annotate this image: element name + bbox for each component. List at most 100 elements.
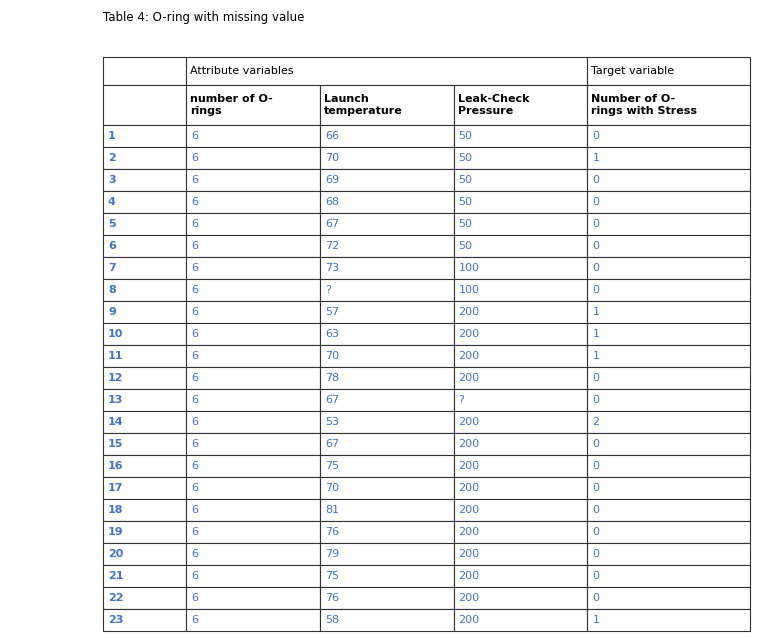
Text: 0: 0 [592,527,600,537]
Bar [453,587,588,609]
Bar [320,257,453,279]
Bar [186,543,320,565]
Text: 0: 0 [592,461,600,471]
Bar [186,477,320,499]
Text: 18: 18 [108,505,123,515]
Bar [186,169,320,191]
Bar [186,455,320,477]
Bar [588,301,750,323]
Bar [453,477,588,499]
Bar [103,477,186,499]
Text: Table 4: O-ring with missing value: Table 4: O-ring with missing value [103,11,304,24]
Text: 14: 14 [108,417,123,427]
Text: 8: 8 [108,285,116,295]
Text: 67: 67 [325,219,339,229]
Bar [453,455,588,477]
Bar [186,235,320,257]
Bar [103,565,186,587]
Bar [103,433,186,455]
Text: 200: 200 [459,483,480,493]
Bar [588,213,750,235]
Bar [103,257,186,279]
Text: 6: 6 [191,439,198,449]
Bar [103,235,186,257]
Bar [186,147,320,169]
Text: 200: 200 [459,329,480,339]
Text: 6: 6 [191,197,198,207]
Text: 10: 10 [108,329,123,339]
Text: 50: 50 [459,219,472,229]
Bar [186,433,320,455]
Bar [453,301,588,323]
Text: ?: ? [459,395,465,405]
Text: 6: 6 [191,549,198,559]
Bar [103,389,186,411]
Text: 81: 81 [325,505,339,515]
Bar [186,85,320,125]
Text: 0: 0 [592,219,600,229]
Bar [320,301,453,323]
Bar [186,389,320,411]
Text: 75: 75 [325,571,339,581]
Text: 0: 0 [592,241,600,251]
Bar [320,433,453,455]
Text: 15: 15 [108,439,123,449]
Text: 70: 70 [325,351,339,361]
Bar [320,345,453,367]
Text: 1: 1 [592,153,600,163]
Text: 6: 6 [191,307,198,317]
Text: 1: 1 [592,351,600,361]
Text: Attribute variables: Attribute variables [190,66,294,76]
Text: 72: 72 [325,241,339,251]
Bar [186,125,320,147]
Text: 20: 20 [108,549,123,559]
Bar [453,345,588,367]
Text: 200: 200 [459,505,480,515]
Text: 57: 57 [325,307,339,317]
Text: 1: 1 [592,329,600,339]
Bar [453,609,588,631]
Text: 7: 7 [108,263,116,273]
Bar [320,521,453,543]
Bar [453,433,588,455]
Bar [588,499,750,521]
Text: Leak-Check
Pressure: Leak-Check Pressure [458,94,529,116]
Bar [453,543,588,565]
Bar [453,279,588,301]
Text: 200: 200 [459,549,480,559]
Text: 17: 17 [108,483,123,493]
Bar [320,323,453,345]
Text: 50: 50 [459,175,472,185]
Bar [453,323,588,345]
Text: 50: 50 [459,241,472,251]
Bar [103,521,186,543]
Text: 6: 6 [191,219,198,229]
Text: 2: 2 [108,153,116,163]
Bar [588,169,750,191]
Bar [588,565,750,587]
Text: 70: 70 [325,483,339,493]
Bar [320,169,453,191]
Bar [103,191,186,213]
Bar [588,257,750,279]
Text: 6: 6 [191,395,198,405]
Bar [186,191,320,213]
Bar [186,323,320,345]
Text: 200: 200 [459,615,480,625]
Text: 16: 16 [108,461,123,471]
Text: 58: 58 [325,615,339,625]
Text: 67: 67 [325,439,339,449]
Text: 5: 5 [108,219,116,229]
Text: 50: 50 [459,197,472,207]
Text: 200: 200 [459,571,480,581]
Bar [186,411,320,433]
Bar [453,125,588,147]
Text: 0: 0 [592,549,600,559]
Text: 200: 200 [459,527,480,537]
Bar [103,147,186,169]
Text: 21: 21 [108,571,123,581]
Text: 1: 1 [108,131,116,141]
Bar [588,587,750,609]
Text: 200: 200 [459,373,480,383]
Bar [588,521,750,543]
